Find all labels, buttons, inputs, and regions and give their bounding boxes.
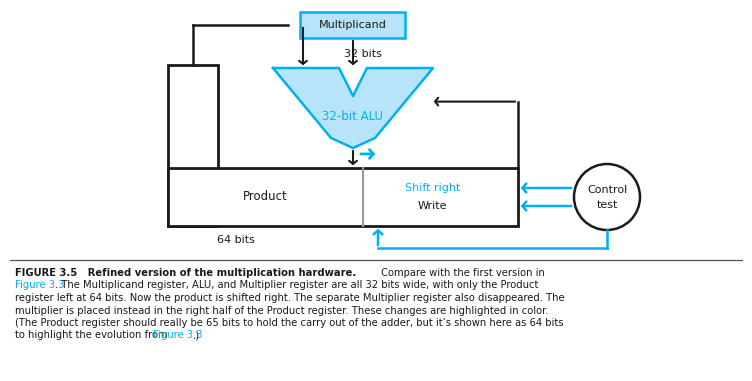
Text: register left at 64 bits. Now the product is shifted right. The separate Multipl: register left at 64 bits. Now the produc…	[15, 293, 565, 303]
Text: Shift right: Shift right	[405, 183, 460, 193]
Text: FIGURE 3.5   Refined version of the multiplication hardware.: FIGURE 3.5 Refined version of the multip…	[15, 268, 356, 278]
Text: to highlight the evolution from: to highlight the evolution from	[15, 330, 171, 341]
Text: Multiplicand: Multiplicand	[319, 20, 387, 30]
Bar	[168, 168, 518, 226]
Polygon shape	[273, 68, 433, 148]
Text: Control: Control	[587, 185, 627, 195]
Text: Write: Write	[418, 201, 447, 211]
Text: 64 bits: 64 bits	[217, 235, 255, 245]
Text: . The Multiplicand register, ALU, and Multiplier register are all 32 bits wide, : . The Multiplicand register, ALU, and Mu…	[55, 280, 538, 290]
Text: Compare with the first version in: Compare with the first version in	[378, 268, 545, 278]
Bar	[168, 65, 218, 226]
Text: 32 bits: 32 bits	[344, 49, 381, 59]
Text: multiplier is placed instead in the right half of the Product register. These ch: multiplier is placed instead in the righ…	[15, 306, 549, 315]
Text: Product: Product	[243, 190, 288, 203]
Bar	[300, 12, 405, 38]
Text: 32-bit ALU: 32-bit ALU	[323, 109, 384, 123]
Text: Figure 3.3: Figure 3.3	[15, 280, 65, 290]
Text: Figure 3.3: Figure 3.3	[153, 330, 202, 341]
Text: (The Product register should really be 65 bits to hold the carry out of the adde: (The Product register should really be 6…	[15, 318, 563, 328]
Text: test: test	[596, 200, 617, 210]
Text: .): .)	[193, 330, 200, 341]
